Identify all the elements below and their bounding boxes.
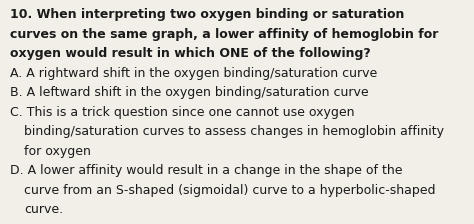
Text: B. A leftward shift in the oxygen binding/saturation curve: B. A leftward shift in the oxygen bindin… (10, 86, 369, 99)
Text: curve from an S-shaped (sigmoidal) curve to a hyperbolic-shaped: curve from an S-shaped (sigmoidal) curve… (24, 183, 436, 196)
Text: binding/saturation curves to assess changes in hemoglobin affinity: binding/saturation curves to assess chan… (24, 125, 444, 138)
Text: oxygen would result in which ONE of the following?: oxygen would result in which ONE of the … (10, 47, 371, 60)
Text: curves on the same graph, a lower affinity of hemoglobin for: curves on the same graph, a lower affini… (10, 28, 438, 41)
Text: for oxygen: for oxygen (24, 144, 91, 157)
Text: curve.: curve. (24, 203, 63, 216)
Text: D. A lower affinity would result in a change in the shape of the: D. A lower affinity would result in a ch… (10, 164, 402, 177)
Text: 10. When interpreting two oxygen binding or saturation: 10. When interpreting two oxygen binding… (10, 8, 404, 21)
Text: A. A rightward shift in the oxygen binding/saturation curve: A. A rightward shift in the oxygen bindi… (10, 67, 377, 80)
Text: C. This is a trick question since one cannot use oxygen: C. This is a trick question since one ca… (10, 106, 355, 118)
